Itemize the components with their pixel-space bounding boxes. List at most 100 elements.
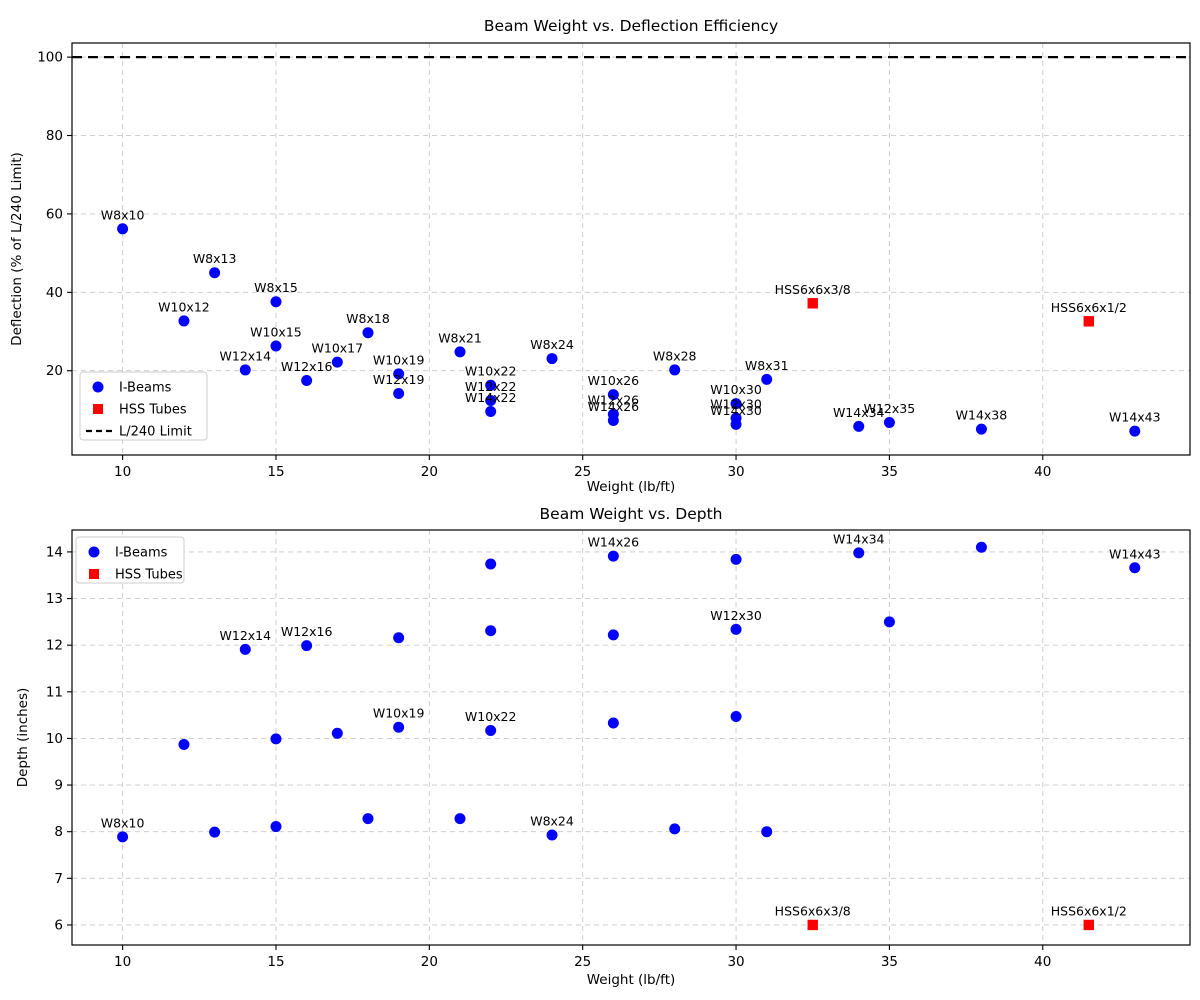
- point-W14x26: [607, 415, 619, 427]
- annotation-W12x30: W12x30: [710, 608, 762, 623]
- point-W10x15: [270, 733, 282, 745]
- legend-box: [75, 536, 185, 584]
- point-W12x19: [393, 387, 405, 399]
- legend-label: HSS Tubes: [115, 568, 183, 583]
- y-tick-label: 11: [46, 684, 63, 700]
- point-W10x12: [178, 315, 190, 327]
- y-tick-label: 14: [46, 544, 63, 560]
- point-W12x14: [239, 364, 251, 376]
- point-W10x15: [270, 340, 282, 352]
- point-W14x30: [730, 418, 742, 430]
- chart-deflection: W8x10 W10x12 W8x13 W12x14 W8x15 W10x15 W12x16 W…: [9, 17, 1191, 495]
- point-W14x38: [975, 423, 987, 435]
- point-W14x43: [1129, 425, 1141, 437]
- legend-label: L/240 Limit: [119, 425, 192, 440]
- x-tick-label: 35: [881, 954, 898, 970]
- point-W10x12: [178, 738, 190, 750]
- legend-item-i-beams: I-Beams: [88, 546, 168, 561]
- x-tick-label: 20: [421, 464, 438, 480]
- point-W12x35: [883, 416, 895, 428]
- y-axis-label: Depth (inches): [15, 688, 31, 788]
- annotation-HSS6x6x1/2: HSS6x6x1/2: [1051, 903, 1127, 918]
- point-W14x34: [853, 547, 865, 559]
- y-tick-label: 100: [37, 50, 63, 66]
- annotation-W14x34: W14x34: [833, 531, 885, 546]
- x-tick-label: 40: [1034, 464, 1051, 480]
- point-W10x17: [331, 727, 343, 739]
- annotation-W12x16: W12x16: [281, 359, 333, 374]
- annotation-W14x38: W14x38: [956, 408, 1008, 423]
- legend-square-marker: [89, 569, 99, 579]
- y-tick-label: 60: [46, 206, 63, 222]
- plot-border: [71, 529, 1191, 946]
- point-W8x18: [362, 327, 374, 339]
- annotation-W14x26: W14x26: [588, 535, 640, 550]
- y-tick-label: 9: [54, 778, 63, 794]
- point-W12x26: [607, 629, 619, 641]
- legend-label: I-Beams: [119, 381, 172, 396]
- annotation-W12x16: W12x16: [281, 624, 333, 639]
- y-tick-label: 8: [54, 824, 63, 840]
- legend-item-i-beams: I-Beams: [92, 381, 172, 396]
- point-W12x22: [485, 625, 497, 637]
- legend-label: I-Beams: [115, 546, 168, 561]
- point-W12x16: [301, 375, 313, 387]
- annotation-W14x26: W14x26: [588, 399, 640, 414]
- annotation-W10x22: W10x22: [465, 364, 517, 379]
- legend-item-hss-tubes: HSS Tubes: [93, 403, 187, 418]
- x-axis-label: Weight (lb/ft): [587, 972, 676, 988]
- point-W8x10: [117, 831, 129, 843]
- series-i-beams: W8x10 W10x12 W8x13 W12x14 W8x15 W10x15 W12x16 W…: [101, 207, 1161, 437]
- annotation-W8x10: W8x10: [101, 207, 145, 222]
- axis-ticks: 10 15 20 25 30 35 40 20 40 60 80 100: [37, 50, 1051, 480]
- point-W8x28: [669, 823, 681, 835]
- annotation-W12x30: W12x30: [710, 397, 762, 412]
- point-W12x19: [393, 632, 405, 644]
- annotation-W12x22: W12x22: [465, 379, 517, 394]
- legend: I-Beams HSS Tubes L/240 Limit: [79, 371, 208, 441]
- point-W8x24: [546, 829, 558, 841]
- chart-depth: W8x10 W12x14 W12x16 W10x19 W10x22 W8x24 W14x26…: [15, 505, 1191, 988]
- annotation-W12x19: W12x19: [373, 372, 425, 387]
- annotation-W8x24: W8x24: [530, 813, 574, 828]
- annotation-W12x35: W12x35: [864, 401, 916, 416]
- point-W12x22: [485, 395, 497, 407]
- annotation-W12x14: W12x14: [220, 628, 272, 643]
- y-tick-label: 20: [46, 363, 63, 379]
- annotation-W8x18: W8x18: [346, 311, 390, 326]
- point-W10x22: [485, 725, 497, 737]
- annotation-W10x19: W10x19: [373, 706, 425, 721]
- y-axis-label: Deflection (% of L/240 Limit): [9, 152, 25, 346]
- legend-circle-marker: [92, 381, 104, 393]
- annotation-W10x19: W10x19: [373, 352, 425, 367]
- series-hss-tubes: HSS6x6x3/8 HSS6x6x1/2: [775, 282, 1127, 327]
- y-tick-label: 7: [54, 871, 63, 887]
- point-W12x16: [301, 640, 313, 652]
- point-HSS6x6x3/8: [807, 298, 818, 309]
- gridlines: [72, 530, 1190, 945]
- annotation-HSS6x6x3/8: HSS6x6x3/8: [775, 282, 851, 297]
- point-W10x22: [485, 379, 497, 391]
- annotation-W8x13: W8x13: [193, 251, 237, 266]
- point-W10x17: [331, 356, 343, 368]
- point-W8x21: [454, 813, 466, 825]
- annotation-HSS6x6x1/2: HSS6x6x1/2: [1051, 300, 1127, 315]
- y-tick-label: 80: [46, 128, 63, 144]
- point-W14x38: [975, 541, 987, 553]
- y-tick-label: 10: [46, 731, 63, 747]
- annotation-W10x22: W10x22: [465, 709, 517, 724]
- series-i-beams: W8x10 W12x14 W12x16 W10x19 W10x22 W8x24 W14x26…: [101, 531, 1161, 843]
- legend-box: [79, 371, 208, 441]
- annotation-W10x12: W10x12: [158, 299, 210, 314]
- plot-border: [71, 42, 1191, 456]
- x-tick-label: 40: [1034, 954, 1051, 970]
- x-tick-label: 25: [574, 464, 591, 480]
- y-tick-label: 13: [46, 591, 63, 607]
- point-W8x18: [362, 813, 374, 825]
- point-W14x22: [485, 558, 497, 570]
- point-W8x31: [761, 826, 773, 838]
- y-tick-label: 12: [46, 638, 63, 654]
- legend-item-l-240-limit: L/240 Limit: [86, 425, 192, 440]
- point-W8x13: [209, 267, 221, 279]
